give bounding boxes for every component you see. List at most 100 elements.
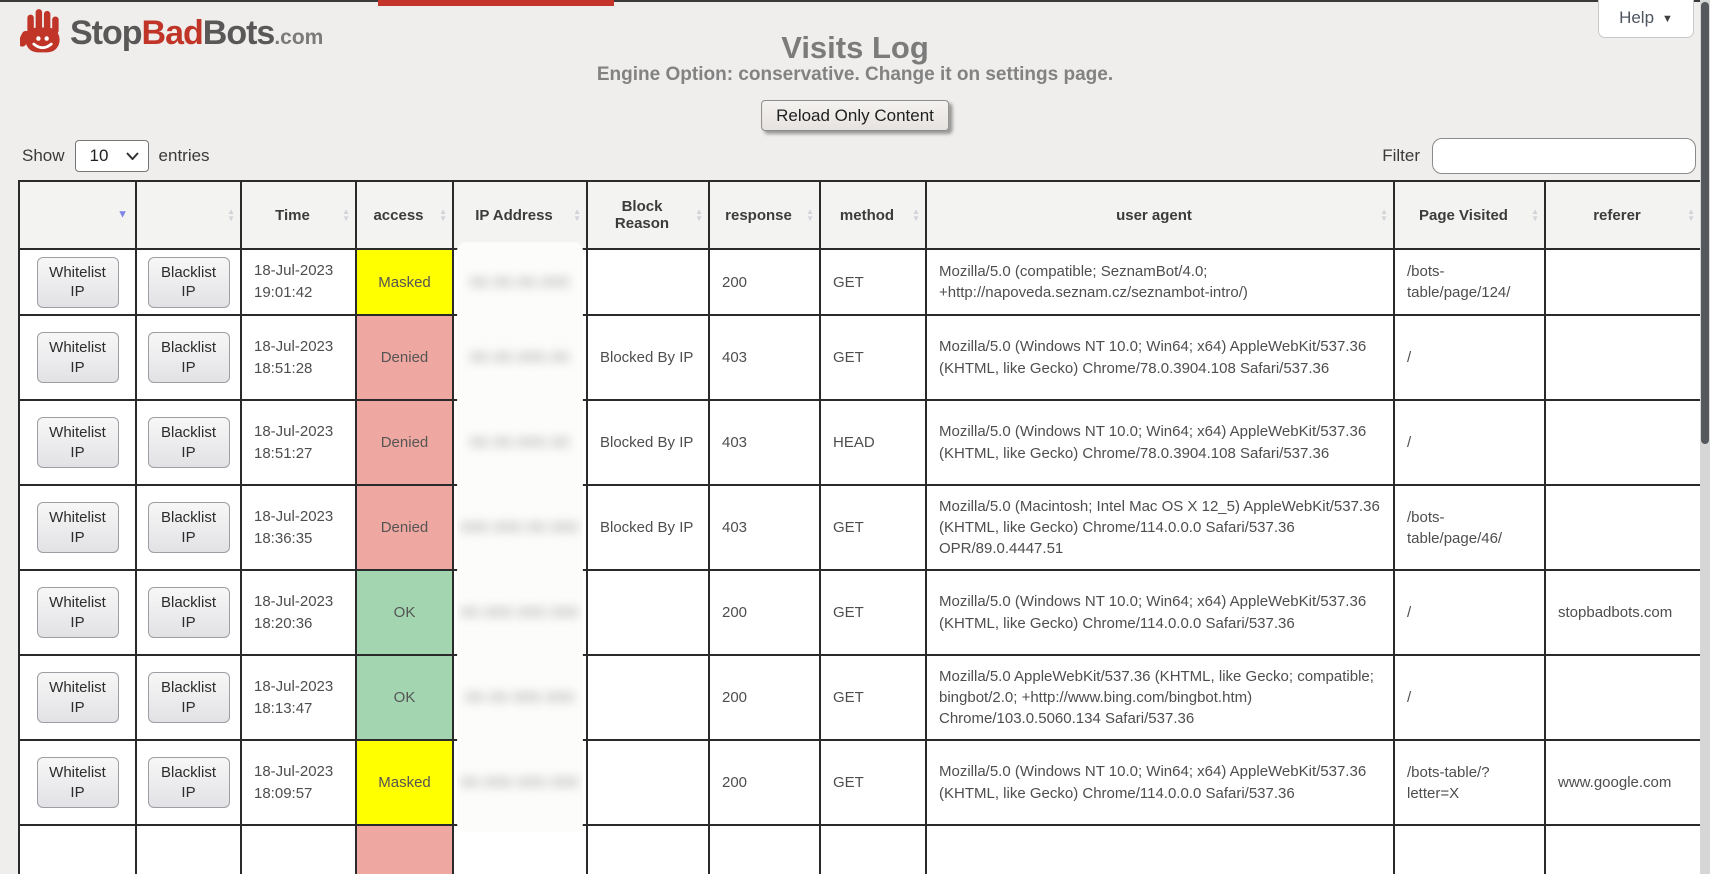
whitelist-ip-button[interactable]: Whitelist IP: [36, 757, 119, 808]
visit-time: 18:20:36: [254, 614, 313, 632]
page-size-select[interactable]: 10: [74, 140, 149, 172]
column-header[interactable]: ▲ ▼: [135, 180, 242, 250]
whitelist-ip-cell: Whitelist IP: [18, 484, 137, 571]
page-size-value: 10: [89, 146, 109, 165]
filter-label: Filter: [1382, 146, 1420, 165]
blacklist-ip-button[interactable]: Blacklist IP: [147, 672, 230, 723]
column-header-block-reason[interactable]: Block Reason ▲ ▼: [586, 180, 710, 250]
blacklist-ip-button[interactable]: Blacklist IP: [147, 417, 230, 468]
column-header-access[interactable]: access ▲ ▼: [355, 180, 454, 250]
access-cell: Masked: [355, 248, 454, 316]
masked-ip-text: 00.00.000.00: [470, 434, 570, 451]
whitelist-ip-button[interactable]: Whitelist IP: [36, 672, 119, 723]
visit-date: 18-Jul-2023: [254, 507, 334, 525]
visit-time: 19:01:42: [254, 284, 313, 301]
response-cell: 403: [708, 399, 821, 486]
blacklist-ip-cell: Blacklist IP: [135, 654, 242, 741]
vertical-scrollbar[interactable]: [1700, 0, 1710, 874]
blacklist-ip-button[interactable]: Blacklist IP: [147, 757, 230, 808]
whitelist-ip-button[interactable]: Whitelist IP: [36, 332, 119, 383]
referer-cell: www.google.com: [1544, 739, 1702, 826]
whitelist-ip-button[interactable]: Whitelist IP: [36, 417, 119, 468]
whitelist-ip-button[interactable]: Whitelist IP: [36, 256, 119, 308]
masked-ip-blur: 000.000.00.000: [457, 478, 583, 577]
column-header-user-agent[interactable]: user agent ▲ ▼: [925, 180, 1395, 250]
blacklist-ip-cell: Blacklist IP: [135, 569, 242, 656]
stopbadbots-logo[interactable]: StopBadBots.com: [20, 8, 323, 58]
partial-cell: [586, 824, 710, 874]
blacklist-ip-cell: Blacklist IP: [135, 484, 242, 571]
masked-ip-text: 00.00.00.000: [470, 273, 570, 291]
partial-cell: [135, 824, 242, 874]
user-agent-cell: Mozilla/5.0 (Macintosh; Intel Mac OS X 1…: [925, 484, 1395, 571]
blacklist-ip-button[interactable]: Blacklist IP: [147, 256, 230, 308]
show-label: Show: [22, 146, 65, 165]
blacklist-ip-button[interactable]: Blacklist IP: [147, 332, 230, 383]
column-header-ip-address[interactable]: IP Address ▲ ▼: [452, 180, 588, 250]
whitelist-ip-cell: Whitelist IP: [18, 314, 137, 401]
sort-both-icon: ▲ ▼: [1687, 207, 1695, 223]
logo-part-bots: Bots: [202, 13, 276, 52]
column-header-referer[interactable]: referer ▲ ▼: [1544, 180, 1702, 250]
ip-address-cell: 00.00.000.00: [452, 393, 588, 492]
column-header-time[interactable]: Time ▲ ▼: [240, 180, 357, 250]
top-red-bar: [378, 0, 614, 6]
filter-input[interactable]: [1432, 138, 1696, 174]
visit-time: 18:36:35: [254, 529, 313, 547]
masked-ip-blur: 00.000.000.000: [457, 733, 583, 832]
column-header-label: method: [839, 206, 895, 224]
help-dropdown-button[interactable]: Help ▼: [1598, 0, 1694, 38]
page-visited-cell: /: [1393, 399, 1546, 486]
access-status-badge: Masked: [357, 741, 452, 824]
referer-cell: [1544, 484, 1702, 571]
table-row: Whitelist IP Blacklist IP 18-Jul-2023 18:51…: [18, 308, 1702, 407]
ip-address-cell: 00.00.000.000: [452, 648, 588, 747]
masked-ip-blur: 00.00.000.000: [457, 648, 583, 747]
block-reason-cell: [586, 569, 710, 656]
column-header-label: referer: [1593, 206, 1641, 224]
blacklist-ip-button[interactable]: Blacklist IP: [147, 587, 230, 638]
reload-only-content-button[interactable]: Reload Only Content: [761, 100, 949, 131]
whitelist-ip-button[interactable]: Whitelist IP: [36, 502, 119, 553]
red-hand-smiley-icon: [20, 9, 60, 53]
access-cell: Denied: [355, 314, 454, 401]
column-header-page-visited[interactable]: Page Visited ▲ ▼: [1393, 180, 1546, 250]
column-header-response[interactable]: response ▲ ▼: [708, 180, 821, 250]
top-border-line: [0, 0, 1710, 2]
column-header[interactable]: ▼: [18, 180, 137, 250]
scrollbar-thumb[interactable]: [1701, 2, 1709, 444]
access-status-badge: Denied: [357, 316, 452, 399]
table-row: Whitelist IP Blacklist IP 18-Jul-2023 18:20…: [18, 563, 1702, 662]
method-cell: GET: [819, 314, 927, 401]
whitelist-ip-cell: Whitelist IP: [18, 248, 137, 316]
visit-time: 18:09:57: [254, 784, 313, 802]
visit-date: 18-Jul-2023: [254, 337, 334, 355]
blacklist-ip-button[interactable]: Blacklist IP: [147, 502, 230, 553]
table-row: Whitelist IP Blacklist IP 18-Jul-2023 18:51…: [18, 393, 1702, 492]
logo-suffix: .com: [274, 25, 324, 49]
page-visited-cell: /: [1393, 314, 1546, 401]
engine-option-subtitle: Engine Option: conservative. Change it o…: [596, 64, 1114, 85]
time-cell: 18-Jul-2023 19:01:42: [240, 248, 357, 316]
column-header-label: Block Reason: [614, 198, 670, 232]
page-visited-cell: /bots-table/page/46/: [1393, 484, 1546, 571]
entries-label: entries: [158, 146, 210, 165]
time-cell: 18-Jul-2023 18:51:28: [240, 314, 357, 401]
method-cell: GET: [819, 484, 927, 571]
table-row: Whitelist IP Blacklist IP 18-Jul-2023 19:01…: [18, 242, 1702, 322]
access-cell: Denied: [355, 399, 454, 486]
response-cell: 200: [708, 654, 821, 741]
column-header-label: Page Visited: [1419, 206, 1508, 224]
method-cell: GET: [819, 248, 927, 316]
whitelist-ip-cell: Whitelist IP: [18, 654, 137, 741]
masked-ip-text: 00.000.000.000: [460, 774, 580, 791]
access-cell: OK: [355, 569, 454, 656]
method-cell: GET: [819, 654, 927, 741]
column-header-method[interactable]: method ▲ ▼: [819, 180, 927, 250]
block-reason-cell: Blocked By IP: [586, 399, 710, 486]
time-cell: 18-Jul-2023 18:20:36: [240, 569, 357, 656]
access-status-badge: Denied: [357, 401, 452, 484]
whitelist-ip-button[interactable]: Whitelist IP: [36, 587, 119, 638]
ip-address-cell: 000.000.00.000: [452, 478, 588, 577]
